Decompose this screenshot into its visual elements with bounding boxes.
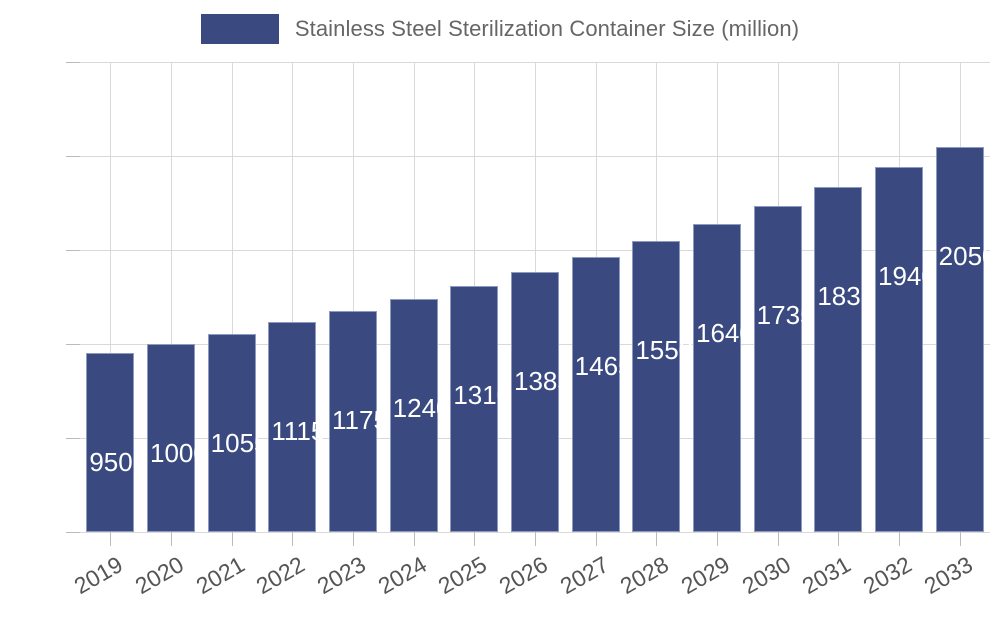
bar [753, 205, 802, 532]
x-tick-mark [717, 532, 718, 546]
gridline-vertical [353, 62, 354, 532]
bar [86, 353, 135, 532]
x-tick-mark [656, 532, 657, 546]
x-tick-mark [596, 532, 597, 546]
chart-legend: Stainless Steel Sterilization Container … [0, 10, 1000, 48]
y-tick-mark [66, 344, 80, 345]
x-tick-mark [292, 532, 293, 546]
x-tick-mark [535, 532, 536, 546]
gridline-vertical [232, 62, 233, 532]
x-tick-mark [899, 532, 900, 546]
y-tick-mark [66, 532, 80, 533]
y-tick-mark [66, 156, 80, 157]
bar [268, 322, 317, 532]
bar [814, 187, 863, 532]
legend-color-swatch [200, 14, 279, 44]
x-tick-mark [414, 532, 415, 546]
x-tick-mark [474, 532, 475, 546]
bar [147, 344, 195, 532]
y-tick-mark [66, 62, 80, 63]
x-tick-mark [960, 532, 961, 546]
bar [632, 240, 681, 532]
bar-chart: Stainless Steel Sterilization Container … [0, 10, 1000, 600]
x-tick-mark [353, 532, 354, 546]
gridline-vertical [171, 62, 172, 532]
bar [329, 311, 377, 532]
legend-label: Stainless Steel Sterilization Container … [294, 16, 800, 41]
x-tick-mark [838, 532, 839, 546]
bar [693, 223, 741, 532]
y-tick-mark [66, 438, 80, 439]
x-tick-mark [232, 532, 233, 546]
y-tick-mark [66, 250, 80, 251]
plot-area: 05001000150020002500 2019202020212022202… [66, 62, 997, 599]
bar [511, 271, 559, 532]
bar [207, 333, 256, 532]
x-tick-mark [171, 532, 172, 546]
bar [571, 256, 620, 532]
gridline-vertical [414, 62, 415, 532]
x-tick-mark [110, 532, 111, 546]
bar [935, 146, 984, 532]
bar [389, 298, 438, 532]
gridline-vertical [292, 62, 293, 532]
bar [450, 285, 499, 532]
bar [875, 167, 923, 532]
x-tick-mark [778, 532, 779, 546]
gridline-vertical [110, 62, 111, 532]
